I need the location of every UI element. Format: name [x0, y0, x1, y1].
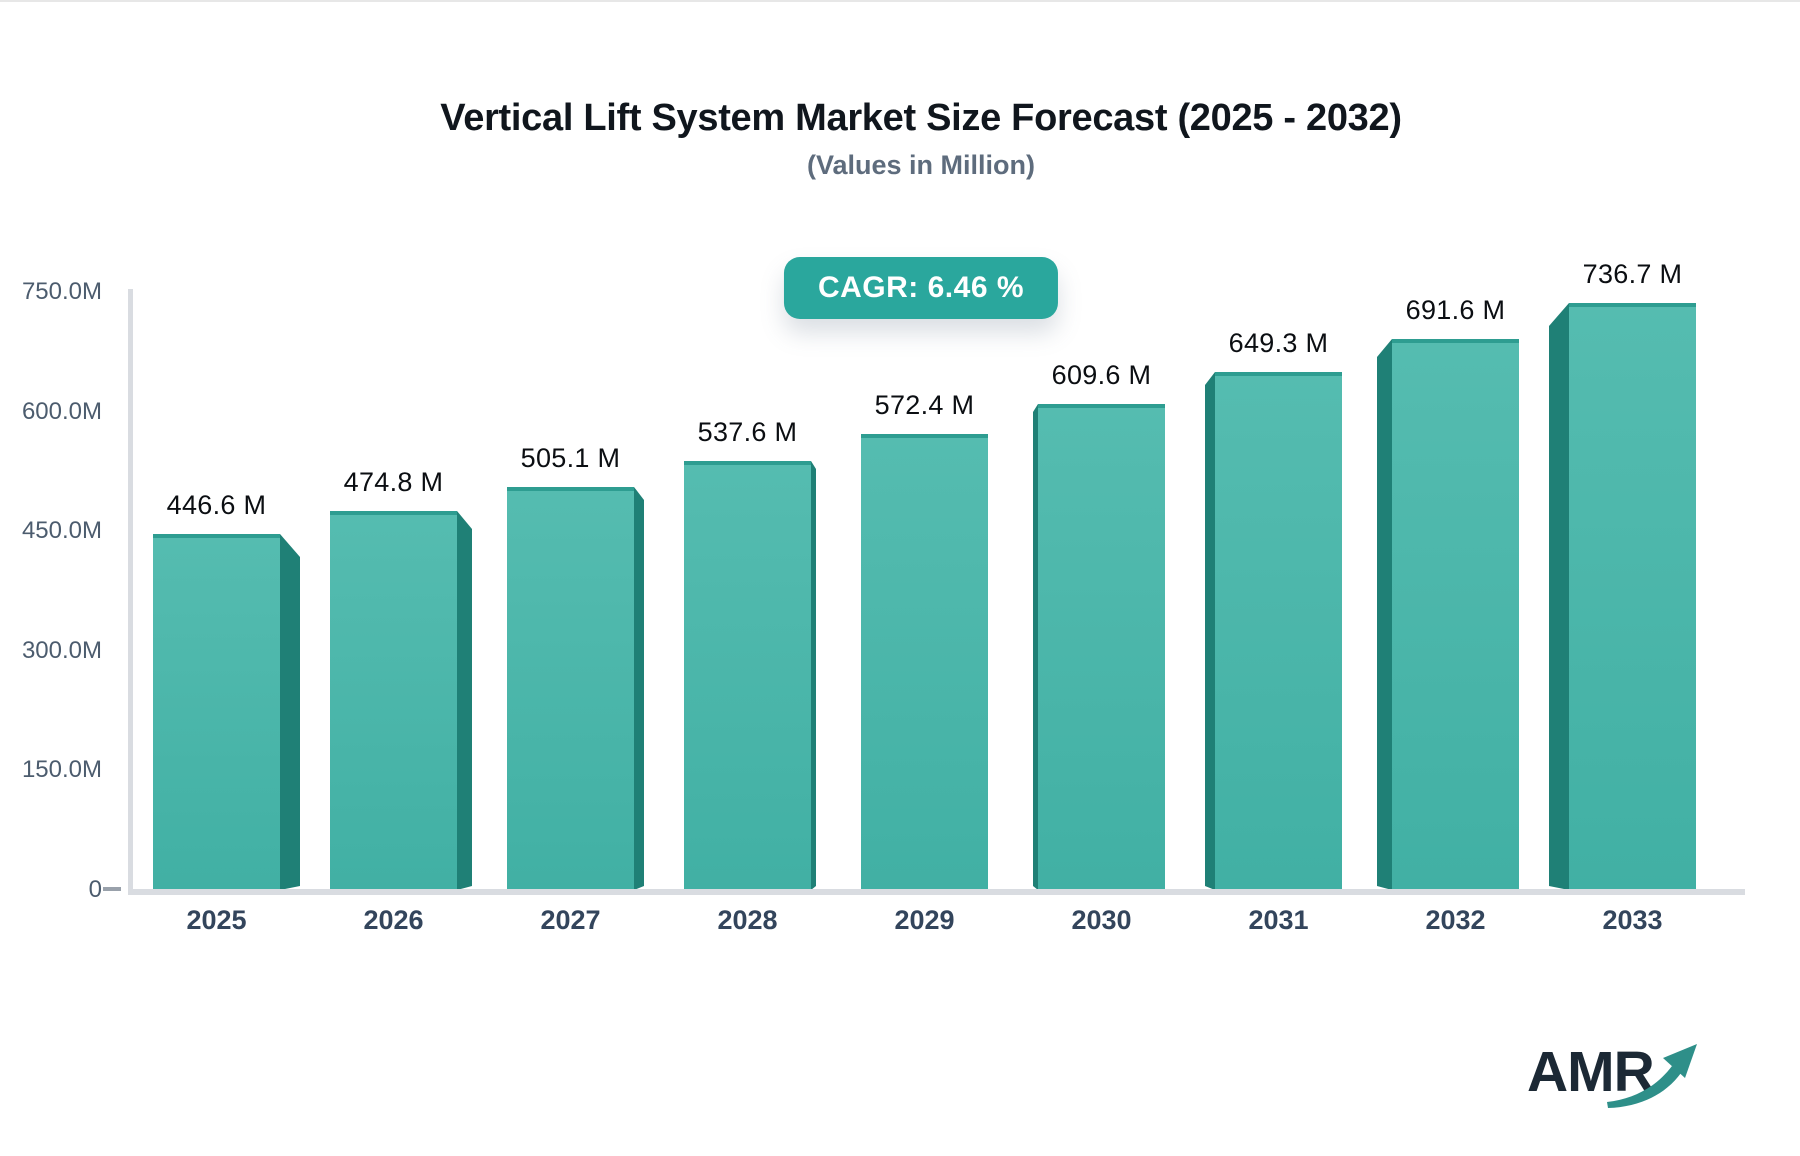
bar-front-face: [507, 487, 634, 890]
value-label-2025: 446.6 M: [166, 490, 267, 520]
x-axis-label-2031: 2031: [1248, 905, 1309, 935]
bar-front-face: [1569, 303, 1696, 890]
chart-title: Vertical Lift System Market Size Forecas…: [440, 97, 1402, 139]
amr-logo: AMR: [1527, 1032, 1727, 1118]
x-axis-label-2026: 2026: [363, 905, 424, 935]
bar-2032[interactable]: [1377, 339, 1519, 890]
x-axis-label-2025: 2025: [186, 905, 247, 935]
growth-arrow-icon: [1607, 1044, 1697, 1108]
value-label-2029: 572.4 M: [874, 390, 975, 420]
bar-side-face: [1549, 303, 1569, 890]
chart-subtitle: (Values in Million): [806, 150, 1036, 180]
bar-side-face: [457, 511, 472, 890]
cagr-badge: CAGR: 6.46 %: [783, 257, 1059, 319]
bar-front-face: [330, 511, 457, 890]
value-label-2027: 505.1 M: [520, 443, 621, 473]
bar-front-face: [1215, 372, 1342, 890]
x-axis-label-2028: 2028: [717, 905, 778, 935]
y-axis-label-0: 0: [88, 876, 102, 903]
zero-tick-mark: [103, 887, 121, 891]
value-label-2033: 736.7 M: [1582, 259, 1683, 289]
bar-front-face: [861, 434, 988, 890]
x-axis-label-2029: 2029: [894, 905, 955, 935]
x-axis-label-2032: 2032: [1425, 905, 1486, 935]
bar-side-face: [280, 534, 300, 890]
bar-2026[interactable]: [330, 511, 472, 890]
bar-side-face: [634, 487, 644, 890]
value-label-2032: 691.6 M: [1405, 295, 1506, 325]
bar-2025[interactable]: [153, 534, 300, 890]
bar-front-face: [153, 534, 280, 890]
value-label-2030: 609.6 M: [1051, 360, 1152, 390]
amr-logo-text: AMR: [1527, 1040, 1655, 1104]
x-axis-label-2030: 2030: [1071, 905, 1132, 935]
bar-front-face: [684, 461, 811, 890]
value-label-2026: 474.8 M: [343, 467, 444, 497]
x-axis-label-2027: 2027: [540, 905, 601, 935]
y-axis-label-450.0M: 450.0M: [21, 517, 102, 545]
y-axis-label-150.0M: 150.0M: [21, 756, 102, 784]
bar-2033[interactable]: [1549, 303, 1696, 890]
value-label-2031: 649.3 M: [1228, 328, 1329, 358]
x-axis-baseline: [128, 889, 1745, 895]
bar-2028[interactable]: [684, 461, 816, 890]
x-axis-label-2033: 2033: [1602, 905, 1663, 935]
y-axis-line: [128, 289, 133, 890]
bar-front-face: [1392, 339, 1519, 890]
bar-2029[interactable]: [861, 434, 988, 890]
plot-area: [103, 289, 1745, 895]
y-axis-label-300.0M: 300.0M: [21, 636, 102, 664]
value-label-2028: 537.6 M: [697, 417, 798, 447]
bar-2027[interactable]: [507, 487, 644, 890]
y-axis-label-600.0M: 600.0M: [21, 397, 102, 425]
bar-2030[interactable]: [1033, 404, 1165, 890]
bar-side-face: [811, 461, 816, 890]
bar-front-face: [1038, 404, 1165, 890]
bar-2031[interactable]: [1205, 372, 1342, 890]
bar-side-face: [1377, 339, 1392, 890]
bar-side-face: [1205, 372, 1215, 890]
y-axis-label-750.0M: 750.0M: [21, 278, 102, 305]
bar-side-face: [1033, 404, 1038, 890]
